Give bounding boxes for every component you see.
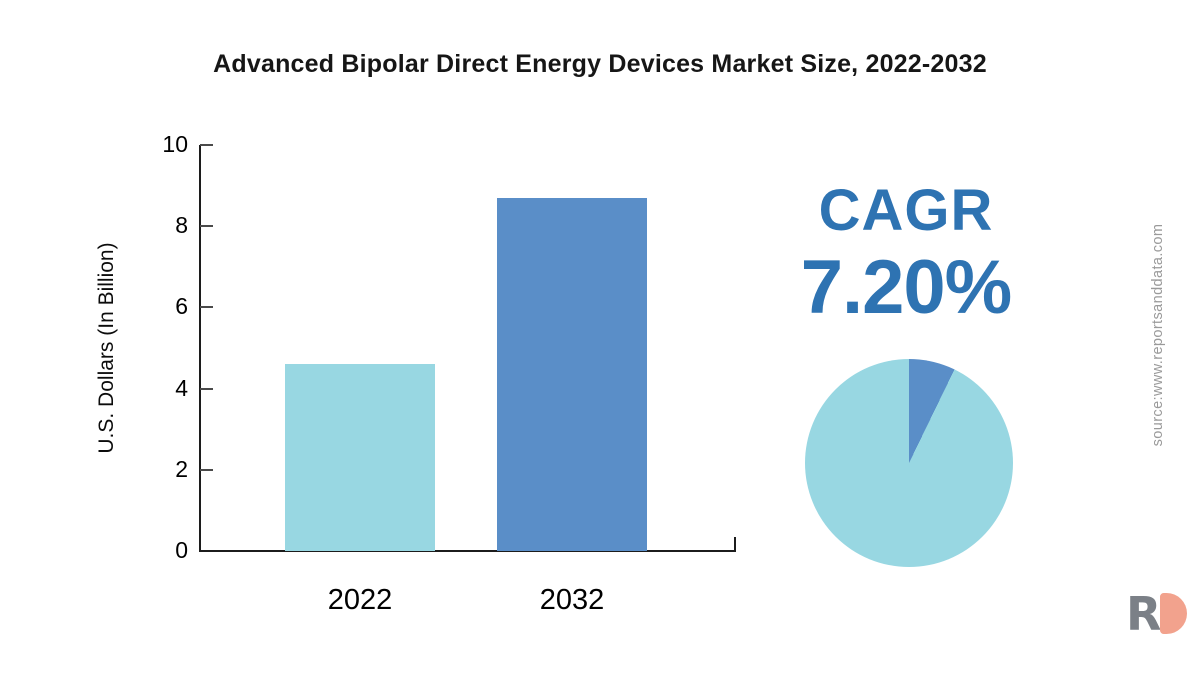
- y-tick-label-4: 4: [175, 374, 188, 401]
- x-axis-line: [199, 550, 736, 552]
- chart-title: Advanced Bipolar Direct Energy Devices M…: [213, 50, 987, 78]
- y-tick-mark-8: [200, 225, 213, 228]
- reports-and-data-logo: R: [1126, 587, 1188, 641]
- y-tick-mark-6: [200, 306, 213, 309]
- y-tick-label-2: 2: [175, 455, 188, 482]
- y-tick-label-6: 6: [175, 293, 188, 320]
- y-tick-label-8: 8: [175, 212, 188, 239]
- cagr-annotation: CAGR 7.20%: [756, 182, 1056, 326]
- y-axis-title: U.S. Dollars (In Billion): [95, 242, 118, 454]
- cagr-pie-chart: [805, 359, 1013, 567]
- y-axis-line: [199, 145, 201, 552]
- cagr-label: CAGR: [818, 178, 994, 243]
- y-tick-mark-10: [200, 144, 213, 146]
- y-tick-mark-2: [200, 468, 213, 471]
- y-tick-mark-4: [200, 387, 213, 390]
- x-category-label-2032: 2032: [539, 584, 605, 616]
- cagr-value: 7.20%: [800, 245, 1013, 330]
- x-category-label-2022: 2022: [327, 584, 393, 616]
- y-tick-label-10: 10: [162, 130, 188, 157]
- bar-2022: [285, 364, 435, 551]
- x-axis-end-tick: [734, 537, 736, 551]
- logo-letter-r: R: [1126, 587, 1162, 641]
- y-tick-label-0: 0: [175, 536, 188, 563]
- source-watermark: source:www.reportsanddata.com: [1150, 223, 1166, 447]
- logo-letter-d-shape: [1160, 593, 1188, 634]
- bar-2032: [497, 198, 647, 551]
